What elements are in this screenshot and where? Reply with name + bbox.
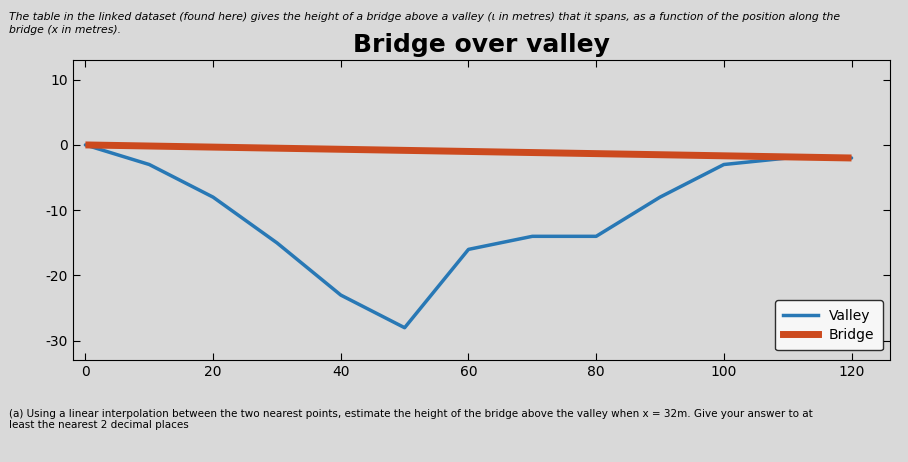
- Valley: [718, 162, 729, 167]
- Valley: [463, 247, 474, 252]
- Valley: [271, 240, 282, 246]
- Text: The table in the linked dataset (found here) gives the height of a bridge above : The table in the linked dataset (found h…: [9, 12, 840, 22]
- Legend: Valley, Bridge: Valley, Bridge: [775, 300, 883, 350]
- Title: Bridge over valley: Bridge over valley: [353, 33, 609, 57]
- Valley: [591, 234, 602, 239]
- Line: Valley: Valley: [85, 145, 852, 328]
- Valley: [80, 142, 91, 148]
- Valley: [846, 155, 857, 161]
- Valley: [335, 292, 346, 298]
- Text: bridge (x in metres).: bridge (x in metres).: [9, 25, 121, 36]
- Valley: [143, 162, 154, 167]
- Valley: [527, 234, 538, 239]
- Valley: [400, 325, 410, 330]
- Valley: [208, 195, 219, 200]
- Text: (a) Using a linear interpolation between the two nearest points, estimate the he: (a) Using a linear interpolation between…: [9, 409, 813, 431]
- Valley: [655, 195, 666, 200]
- Valley: [783, 155, 794, 161]
